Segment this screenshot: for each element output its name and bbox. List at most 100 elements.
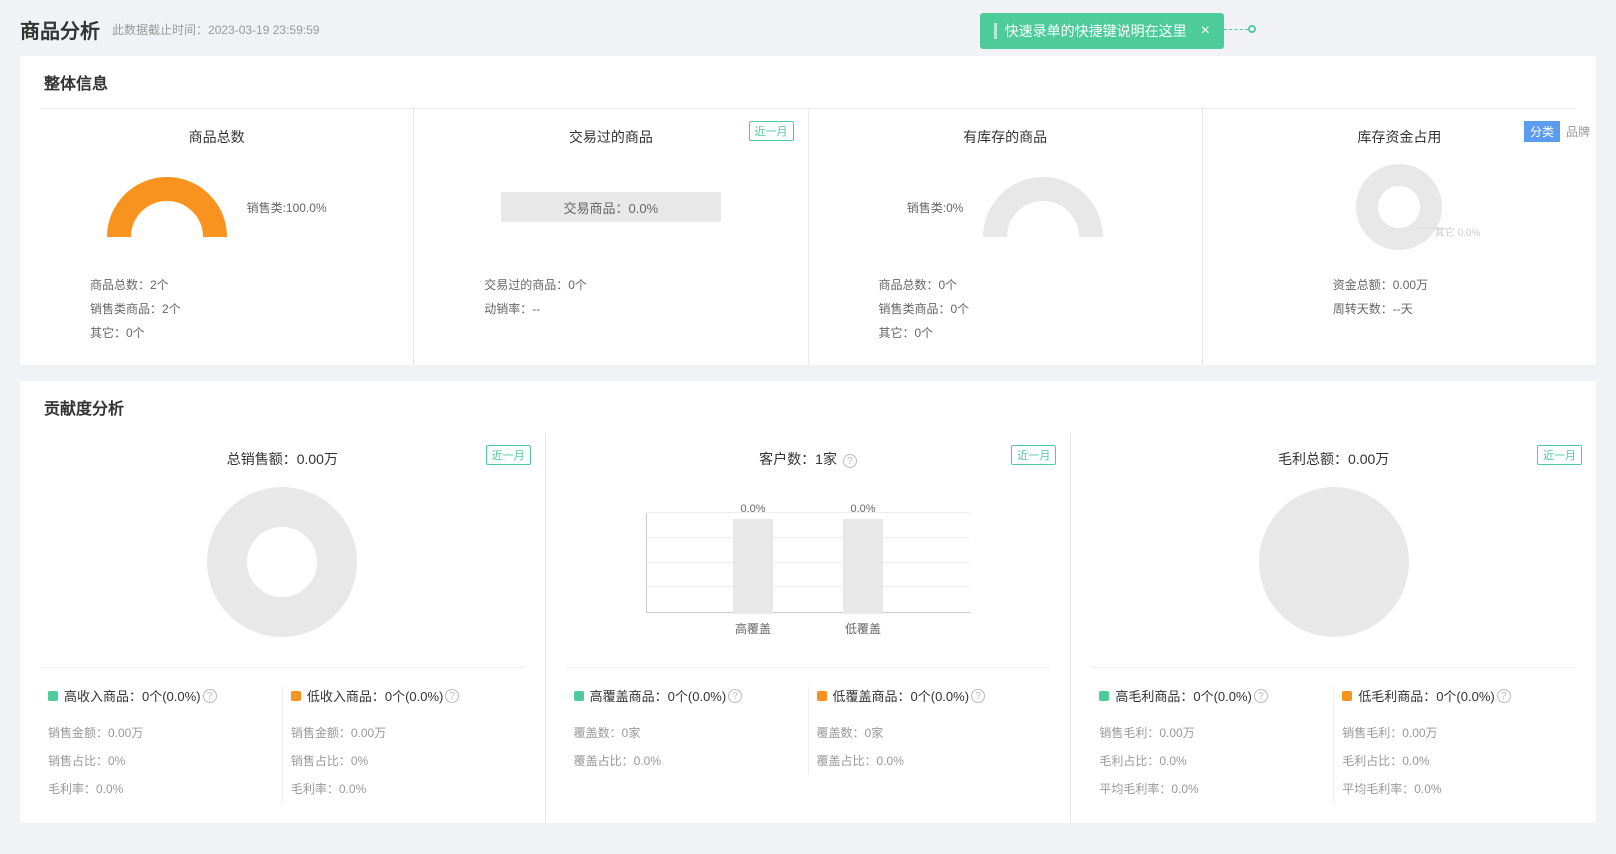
stat-row: 商品总数：2个 [90,273,393,297]
donut-half-gray [983,177,1103,237]
donut-gray: 其它 0.0% [1356,164,1442,250]
legend-dot-icon [291,691,301,701]
bar-xlabel: 低覆盖 [845,620,881,637]
stat-row: 平均毛利率：0.0% [1342,775,1568,803]
item-header: 高收入商品：0个(0.0%) ? [48,686,274,705]
close-icon[interactable]: × [1201,22,1210,40]
stat-row: 其它：0个 [879,321,1182,345]
page-title: 商品分析 [20,15,100,44]
legend-dot-icon [574,691,584,701]
donut-label: 销售类:0% [907,199,964,216]
card-traded-products: 近一月 交易过的商品 交易商品：0.0% 交易过的商品：0个 动销率：-- [414,109,808,365]
bar-rect [733,519,773,614]
pie-chart [1259,487,1409,637]
item-header: 低覆盖商品：0个(0.0%) ? [817,686,1043,705]
overall-section-title: 整体信息 [40,56,1576,109]
page-header: 商品分析 此数据截止时间：2023-03-19 23:59:59 快速录单的快捷… [20,15,1596,44]
help-icon[interactable]: ? [728,689,742,703]
donut-chart: 其它 0.0% [1223,157,1576,257]
card-stats: 商品总数：0个 销售类商品：0个 其它：0个 [829,273,1182,345]
cutoff-label: 此数据截止时间：2023-03-19 23:59:59 [112,21,319,38]
page-root: 商品分析 此数据截止时间：2023-03-19 23:59:59 快速录单的快捷… [0,0,1616,854]
card-title: 客户数：1家 ? [566,449,1051,469]
legend-dot-icon [1342,691,1352,701]
tip-connector-line [1224,29,1248,30]
item-stats: 销售金额：0.00万 销售占比：0% 毛利率：0.0% [291,719,517,803]
near-month-badge[interactable]: 近一月 [1011,445,1056,465]
tab-brand[interactable]: 品牌 [1560,121,1596,142]
tab-category[interactable]: 分类 [1524,121,1560,142]
stat-row: 销售金额：0.00万 [291,719,517,747]
tip-banner: 快速录单的快捷键说明在这里 × [980,13,1224,49]
contribution-section-title: 贡献度分析 [40,381,1576,433]
gridline [647,512,971,513]
bar-chart-row: 交易商品：0.0% [434,157,787,257]
donut-chart [207,487,357,637]
stat-row: 动销率：-- [484,297,787,321]
item-header: 高覆盖商品：0个(0.0%) ? [574,686,800,705]
stat-row: 覆盖数：0家 [574,719,800,747]
item-header-text: 低收入商品：0个(0.0%) [307,686,444,705]
item-header: 低毛利商品：0个(0.0%) ? [1342,686,1568,705]
overall-section: 整体信息 商品总数 销售类:100.0% 商品总数：2个 销售类商品：2个 其它… [20,56,1596,365]
item-header-text: 高毛利商品：0个(0.0%) [1115,686,1252,705]
stat-row: 资金总额：0.00万 [1333,273,1576,297]
card-title: 交易过的商品 [434,127,787,147]
card-stats: 交易过的商品：0个 动销率：-- [434,273,787,321]
card-total-products: 商品总数 销售类:100.0% 商品总数：2个 销售类商品：2个 其它：0个 [20,109,414,365]
help-icon[interactable]: ? [843,454,857,468]
left-col: 高覆盖商品：0个(0.0%) ? 覆盖数：0家 覆盖占比：0.0% [566,686,809,775]
bar-chart: 交易商品：0.0% [501,192,721,222]
card-title: 总销售额：0.00万 [40,449,525,469]
legend-dot-icon [817,691,827,701]
stat-row: 销售占比：0% [48,747,274,775]
help-icon[interactable]: ? [971,689,985,703]
overall-cards: 商品总数 销售类:100.0% 商品总数：2个 销售类商品：2个 其它：0个 近… [20,109,1596,365]
donut-chart: 销售类:100.0% [40,157,393,257]
stat-row: 销售类商品：0个 [879,297,1182,321]
item-header: 低收入商品：0个(0.0%) ? [291,686,517,705]
help-icon[interactable]: ? [1497,689,1511,703]
card-inventory-capital: 分类 品牌 库存资金占用 其它 0.0% 资金总额：0.00万 周转天数：--天 [1203,109,1596,365]
near-month-badge[interactable]: 近一月 [749,121,794,141]
card-title: 有库存的商品 [829,127,1182,147]
category-brand-tabs: 分类 品牌 [1524,121,1596,142]
near-month-badge[interactable]: 近一月 [1537,445,1582,465]
left-col: 高收入商品：0个(0.0%) ? 销售金额：0.00万 销售占比：0% 毛利率：… [40,686,283,803]
two-col-stats: 高覆盖商品：0个(0.0%) ? 覆盖数：0家 覆盖占比：0.0% 低覆盖商品：… [566,667,1051,775]
help-icon[interactable]: ? [203,689,217,703]
contribution-section: 贡献度分析 近一月 总销售额：0.00万 高收入商品：0个(0.0%) ? 销售… [20,381,1596,823]
stat-row: 销售毛利：0.00万 [1099,719,1325,747]
card-title: 商品总数 [40,127,393,147]
item-header-text: 高覆盖商品：0个(0.0%) [590,686,727,705]
item-stats: 覆盖数：0家 覆盖占比：0.0% [574,719,800,775]
item-header-text: 低毛利商品：0个(0.0%) [1358,686,1495,705]
stat-row: 覆盖占比：0.0% [574,747,800,775]
stat-row: 销售类商品：2个 [90,297,393,321]
legend-dot-icon [48,691,58,701]
item-stats: 销售毛利：0.00万 毛利占比：0.0% 平均毛利率：0.0% [1099,719,1325,803]
contribution-cards: 近一月 总销售额：0.00万 高收入商品：0个(0.0%) ? 销售金额：0.0… [20,433,1596,823]
right-col: 低覆盖商品：0个(0.0%) ? 覆盖数：0家 覆盖占比：0.0% [809,686,1051,775]
help-icon[interactable]: ? [445,689,459,703]
donut-chart: 销售类:0% [829,157,1182,257]
near-month-badge[interactable]: 近一月 [486,445,531,465]
stat-row: 毛利率：0.0% [48,775,274,803]
bar-value: 0.0% [850,503,875,515]
stat-row: 商品总数：0个 [879,273,1182,297]
bar-axis [646,513,971,613]
two-col-stats: 高收入商品：0个(0.0%) ? 销售金额：0.00万 销售占比：0% 毛利率：… [40,667,525,803]
bar-xlabel: 高覆盖 [735,620,771,637]
stat-row: 毛利占比：0.0% [1099,747,1325,775]
help-icon[interactable]: ? [1254,689,1268,703]
card-title: 毛利总额：0.00万 [1091,449,1576,469]
tip-text: 快速录单的快捷键说明在这里 [1005,21,1187,41]
card-stats: 资金总额：0.00万 周转天数：--天 [1223,273,1576,321]
left-col: 高毛利商品：0个(0.0%) ? 销售毛利：0.00万 毛利占比：0.0% 平均… [1091,686,1334,803]
legend-dot-icon [1099,691,1109,701]
card-gross-profit: 近一月 毛利总额：0.00万 高毛利商品：0个(0.0%) ? 销售毛利：0.0… [1071,433,1596,823]
bar-chart: 0.0% 高覆盖 0.0% 低覆盖 [566,487,1051,637]
stat-row: 毛利占比：0.0% [1342,747,1568,775]
donut-label: 销售类:100.0% [247,199,327,216]
card-total-sales: 近一月 总销售额：0.00万 高收入商品：0个(0.0%) ? 销售金额：0.0… [20,433,546,823]
